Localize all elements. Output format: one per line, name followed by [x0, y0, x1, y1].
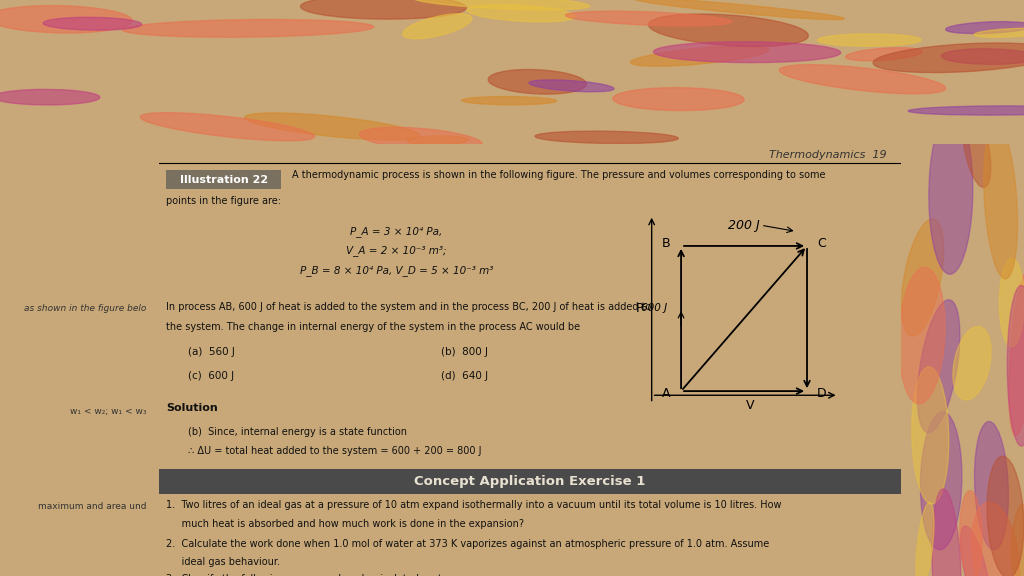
Text: In process AB, 600 J of heat is added to the system and in the process BC, 200 J: In process AB, 600 J of heat is added to…: [166, 302, 651, 312]
Ellipse shape: [462, 97, 557, 105]
Text: V_A = 2 × 10⁻³ m³;: V_A = 2 × 10⁻³ m³;: [346, 245, 446, 256]
Text: Thermodynamics  19: Thermodynamics 19: [769, 150, 887, 160]
Ellipse shape: [631, 46, 769, 66]
Ellipse shape: [908, 106, 1024, 115]
Ellipse shape: [413, 0, 590, 10]
Text: (d)  640 J: (d) 640 J: [440, 371, 488, 381]
Text: (b)  800 J: (b) 800 J: [440, 347, 487, 357]
Text: 200 J: 200 J: [728, 219, 760, 232]
Ellipse shape: [921, 412, 962, 550]
Ellipse shape: [959, 491, 982, 576]
Ellipse shape: [975, 422, 1009, 550]
Text: A: A: [663, 386, 671, 400]
Ellipse shape: [408, 136, 468, 145]
Ellipse shape: [488, 70, 587, 94]
Text: much heat is absorbed and how much work is done in the expansion?: much heat is absorbed and how much work …: [166, 518, 524, 529]
Text: D: D: [817, 386, 826, 400]
Text: 3.  Classify the following as open, closed or isolated system:: 3. Classify the following as open, close…: [166, 574, 461, 576]
Ellipse shape: [359, 127, 482, 151]
Ellipse shape: [1012, 504, 1024, 576]
Ellipse shape: [941, 49, 1024, 65]
Text: B: B: [663, 237, 671, 251]
Text: V: V: [746, 399, 755, 412]
Text: (b)  Since, internal energy is a state function: (b) Since, internal energy is a state fu…: [188, 427, 408, 437]
Text: w₁ < w₂; w₁ < w₃: w₁ < w₂; w₁ < w₃: [70, 407, 146, 416]
Ellipse shape: [929, 111, 973, 274]
Ellipse shape: [779, 65, 946, 94]
Ellipse shape: [635, 0, 844, 20]
Ellipse shape: [653, 42, 841, 63]
Ellipse shape: [529, 80, 614, 92]
Bar: [159, 469, 901, 494]
Ellipse shape: [932, 489, 962, 576]
Text: ∴ ΔU = total heat added to the system = 600 + 200 = 800 J: ∴ ΔU = total heat added to the system = …: [188, 446, 482, 456]
Ellipse shape: [972, 502, 1020, 576]
Ellipse shape: [817, 34, 921, 46]
Ellipse shape: [612, 88, 744, 111]
Ellipse shape: [918, 300, 959, 433]
Ellipse shape: [245, 113, 420, 140]
Text: Illustration 22: Illustration 22: [179, 175, 267, 185]
Ellipse shape: [535, 131, 678, 143]
Text: Concept Application Exercise 1: Concept Application Exercise 1: [415, 475, 645, 488]
Text: A thermodynamic process is shown in the following figure. The pressure and volum: A thermodynamic process is shown in the …: [293, 170, 825, 180]
Text: P_B = 8 × 10⁴ Pa, V_D = 5 × 10⁻³ m³: P_B = 8 × 10⁴ Pa, V_D = 5 × 10⁻³ m³: [300, 265, 493, 276]
Text: maximum and area und: maximum and area und: [38, 502, 146, 511]
Text: C: C: [817, 237, 826, 251]
Ellipse shape: [911, 367, 949, 504]
Text: Solution: Solution: [166, 403, 218, 413]
Text: ideal gas behaviour.: ideal gas behaviour.: [166, 556, 281, 567]
Ellipse shape: [0, 89, 100, 105]
Ellipse shape: [963, 109, 991, 187]
Text: 1.  Two litres of an ideal gas at a pressure of 10 atm expand isothermally into : 1. Two litres of an ideal gas at a press…: [166, 501, 781, 510]
Ellipse shape: [945, 22, 1024, 33]
Ellipse shape: [122, 20, 374, 37]
Ellipse shape: [467, 5, 574, 22]
Ellipse shape: [140, 113, 314, 141]
Ellipse shape: [984, 124, 1018, 279]
Text: 2.  Calculate the work done when 1.0 mol of water at 373 K vaporizes against an : 2. Calculate the work done when 1.0 mol …: [166, 539, 769, 550]
Ellipse shape: [916, 502, 934, 576]
Ellipse shape: [899, 267, 945, 404]
Text: the system. The change in internal energy of the system in the process AC would : the system. The change in internal energ…: [166, 323, 581, 332]
Text: (a)  560 J: (a) 560 J: [188, 347, 236, 357]
Text: (c)  600 J: (c) 600 J: [188, 371, 234, 381]
Ellipse shape: [999, 259, 1024, 347]
Ellipse shape: [402, 14, 472, 39]
Bar: [166, 170, 282, 190]
Ellipse shape: [901, 219, 944, 336]
Ellipse shape: [987, 456, 1024, 576]
Ellipse shape: [846, 48, 922, 61]
Text: points in the figure are:: points in the figure are:: [166, 196, 282, 206]
Ellipse shape: [873, 43, 1024, 73]
Ellipse shape: [974, 28, 1024, 37]
Text: as shown in the figure belo: as shown in the figure belo: [24, 304, 146, 313]
Ellipse shape: [648, 14, 808, 47]
Ellipse shape: [1009, 270, 1024, 435]
Ellipse shape: [953, 327, 991, 400]
Ellipse shape: [0, 6, 132, 33]
Text: 600 J: 600 J: [641, 303, 667, 313]
Text: P_A = 3 × 10⁴ Pa,: P_A = 3 × 10⁴ Pa,: [350, 226, 442, 237]
Ellipse shape: [301, 0, 467, 19]
Ellipse shape: [565, 11, 732, 26]
Ellipse shape: [43, 17, 141, 30]
Text: P: P: [635, 302, 643, 314]
Ellipse shape: [1008, 286, 1024, 446]
Ellipse shape: [961, 526, 991, 576]
